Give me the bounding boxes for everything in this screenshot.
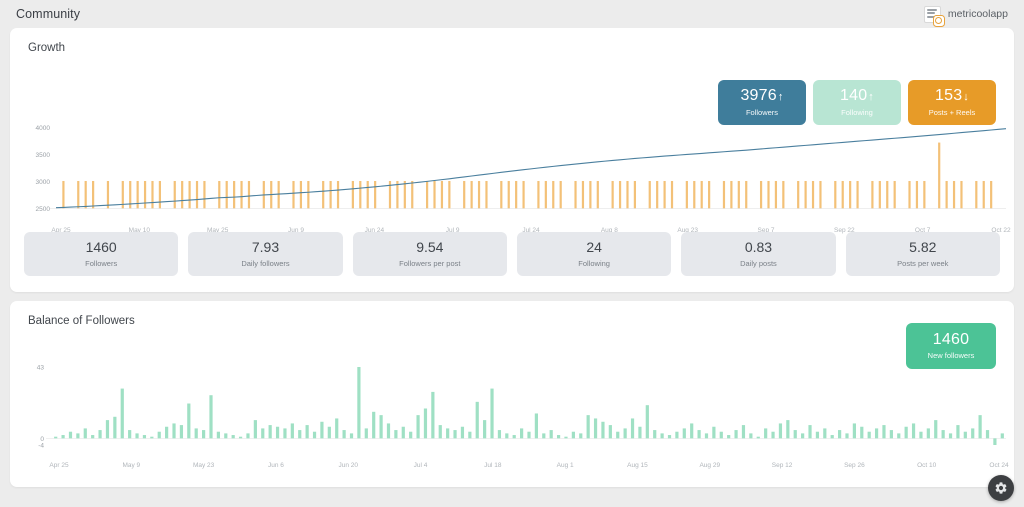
balance-title: Balance of Followers: [28, 315, 135, 327]
svg-text:3500: 3500: [36, 152, 51, 159]
svg-text:43: 43: [37, 365, 45, 372]
pill-following-value: 140↑: [840, 87, 874, 105]
growth-kpi-row: 1460 Followers 7.93 Daily followers 9.54…: [24, 232, 1000, 276]
svg-text:Jul 18: Jul 18: [484, 462, 502, 469]
kpi-followers-per-post-value: 9.54: [416, 239, 444, 256]
balance-of-followers-card: Balance of Followers 1460 New followers …: [10, 301, 1014, 487]
kpi-posts-per-week[interactable]: 5.82 Posts per week: [845, 232, 1000, 276]
kpi-daily-followers[interactable]: 7.93 Daily followers: [188, 232, 343, 276]
kpi-following[interactable]: 24 Following: [516, 232, 672, 276]
arrow-up-icon: ↑: [777, 91, 784, 104]
kpi-daily-followers-label: Daily followers: [241, 258, 290, 268]
svg-text:Aug 23: Aug 23: [677, 227, 698, 234]
svg-text:Jun 20: Jun 20: [338, 462, 358, 469]
brand-account[interactable]: metricoolapp: [923, 5, 1008, 27]
svg-text:Apr 25: Apr 25: [49, 462, 69, 469]
svg-text:Jun 6: Jun 6: [268, 462, 284, 469]
pill-following[interactable]: 140↑ Following: [813, 80, 901, 125]
svg-text:Aug 1: Aug 1: [557, 462, 574, 469]
svg-text:Aug 29: Aug 29: [699, 462, 720, 469]
growth-summary-pills: 3976↑ Followers 140↑ Following 153↓ Post…: [718, 80, 996, 125]
svg-text:Sep 12: Sep 12: [772, 462, 793, 469]
pill-following-number: 140: [840, 87, 868, 105]
kpi-daily-posts-value: 0.83: [744, 239, 773, 256]
growth-title: Growth: [28, 42, 66, 54]
growth-chart[interactable]: 2500 3000 3500 4000 Apr 25 May 10 May 25 Jun 9 J…: [10, 114, 1014, 248]
pill-followers[interactable]: 3976↑ Followers: [718, 80, 806, 125]
svg-text:Oct 7: Oct 7: [915, 227, 931, 234]
svg-text:Sep 22: Sep 22: [834, 227, 855, 234]
gear-icon: [995, 482, 1007, 494]
kpi-followers-per-post-label: Followers per post: [399, 258, 461, 268]
svg-text:3000: 3000: [36, 179, 51, 186]
svg-text:Sep 26: Sep 26: [844, 462, 865, 469]
kpi-daily-followers-value: 7.93: [251, 239, 280, 256]
kpi-followers-value: 1460: [85, 239, 117, 256]
kpi-daily-posts[interactable]: 0.83 Daily posts: [681, 232, 836, 276]
svg-text:Jul 9: Jul 9: [446, 227, 460, 234]
growth-card: Growth 3976↑ Followers 140↑ Following 15…: [10, 28, 1014, 292]
kpi-following-value: 24: [586, 239, 602, 256]
profile-avatar-icon: [923, 5, 945, 27]
kpi-posts-per-week-value: 5.82: [909, 239, 937, 256]
pill-followers-label: Followers: [745, 107, 779, 117]
instagram-icon: [932, 14, 945, 27]
kpi-posts-per-week-label: Posts per week: [897, 258, 949, 268]
pill-new-followers-value: 1460: [932, 330, 970, 348]
svg-text:Sep 7: Sep 7: [758, 227, 775, 234]
svg-text:Oct 24: Oct 24: [989, 462, 1009, 469]
svg-text:Aug 15: Aug 15: [627, 462, 648, 469]
kpi-followers-label: Followers: [85, 258, 118, 268]
svg-text:Apr 25: Apr 25: [51, 227, 71, 234]
svg-text:Jun 24: Jun 24: [365, 227, 385, 234]
pill-following-label: Following: [841, 107, 873, 117]
settings-fab-button[interactable]: [988, 475, 1014, 501]
svg-text:May 9: May 9: [122, 462, 140, 469]
svg-text:May 10: May 10: [129, 227, 151, 234]
svg-text:May 25: May 25: [207, 227, 229, 234]
svg-text:2500: 2500: [36, 206, 51, 213]
page-title: Community: [16, 7, 81, 21]
pill-followers-number: 3976: [740, 87, 777, 105]
svg-text:-4: -4: [38, 443, 44, 450]
arrow-down-icon: ↓: [963, 91, 969, 104]
pill-posts-number: 153: [935, 87, 963, 105]
brand-name: metricoolapp: [947, 8, 1008, 20]
top-bar: Community metricoolapp: [0, 0, 1024, 28]
kpi-following-label: Following: [578, 258, 610, 268]
pill-posts-value: 153↓: [935, 87, 969, 105]
svg-text:May 23: May 23: [193, 462, 215, 469]
balance-chart[interactable]: 43 0 -4 Apr 25 May 9 May 23 Jun 6 Jun 20 Jul 4 Ju…: [10, 357, 1014, 479]
kpi-followers[interactable]: 1460 Followers: [24, 232, 179, 276]
svg-text:Oct 22: Oct 22: [991, 227, 1011, 234]
svg-text:Jul 4: Jul 4: [414, 462, 428, 469]
kpi-daily-posts-label: Daily posts: [740, 258, 777, 268]
kpi-followers-per-post[interactable]: 9.54 Followers per post: [352, 232, 507, 276]
svg-text:4000: 4000: [36, 125, 51, 132]
svg-text:Aug 8: Aug 8: [601, 227, 618, 234]
svg-text:Jun 9: Jun 9: [288, 227, 304, 234]
pill-followers-value: 3976↑: [740, 87, 784, 105]
arrow-up-icon: ↑: [868, 91, 874, 104]
svg-text:Jul 24: Jul 24: [522, 227, 540, 234]
pill-posts-label: Posts + Reels: [928, 107, 976, 117]
svg-text:0: 0: [40, 436, 44, 443]
svg-text:Oct 10: Oct 10: [917, 462, 937, 469]
pill-new-followers[interactable]: 1460 New followers: [906, 323, 996, 369]
pill-posts-reels[interactable]: 153↓ Posts + Reels: [908, 80, 996, 125]
pill-new-followers-label: New followers: [927, 351, 975, 361]
